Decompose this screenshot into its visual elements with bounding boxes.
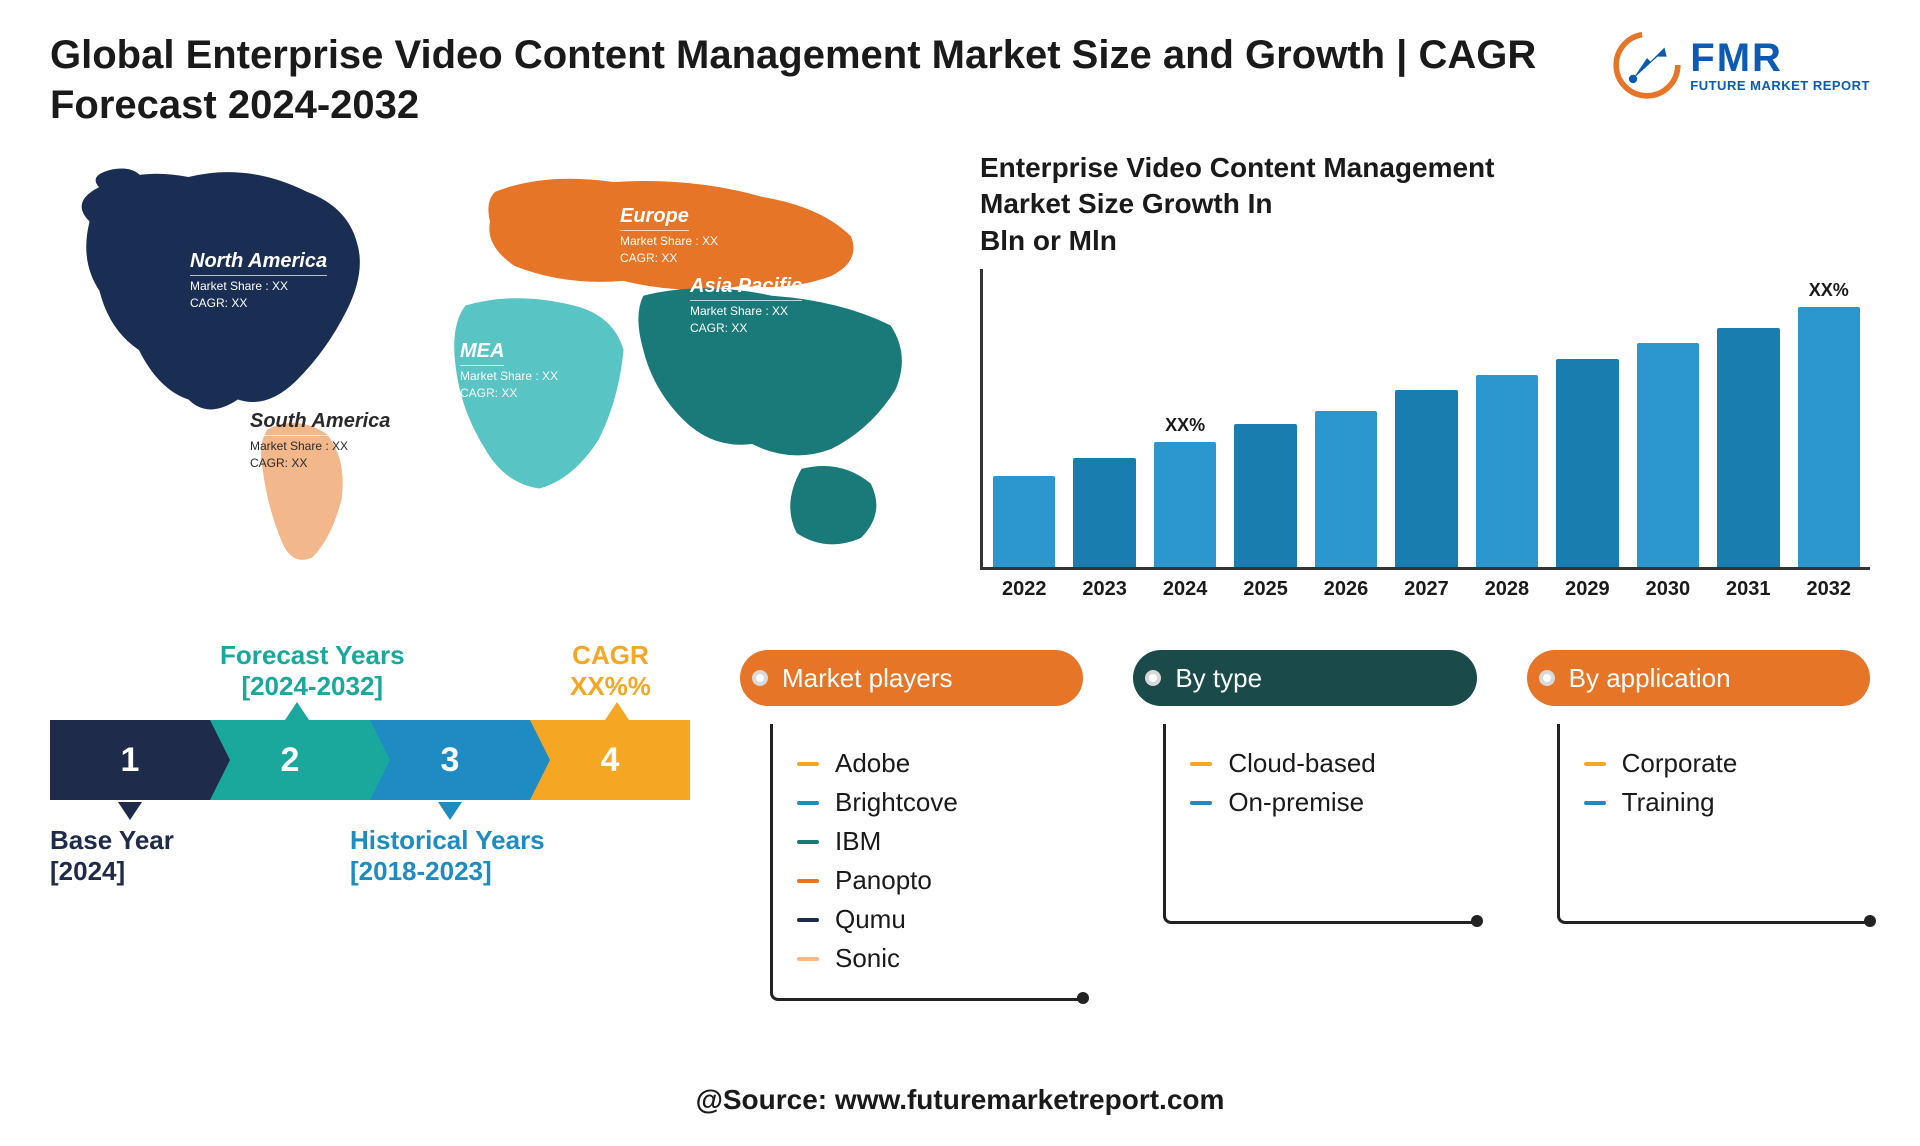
fmr-logo: FMR FUTURE MARKET REPORT xyxy=(1612,30,1870,100)
tl-hist-l1: Historical Years xyxy=(350,825,545,856)
arrow-down-icon xyxy=(438,802,462,820)
tl-cagr-l2: XX%% xyxy=(570,671,651,702)
bar-2026: 2026 xyxy=(1315,411,1377,567)
timeline-seg-3: 3 xyxy=(370,720,530,800)
region-label-mea: MEAMarket Share : XXCAGR: XX xyxy=(460,340,558,402)
cat-item: On-premise xyxy=(1190,787,1464,818)
timeline-seg-1: 1 xyxy=(50,720,210,800)
timeline: Forecast Years [2024-2032] CAGR XX%% 1 2… xyxy=(50,650,690,800)
bar-2027: 2027 xyxy=(1395,390,1457,567)
chart-title-line1: Enterprise Video Content Management xyxy=(980,152,1494,183)
category-list: Corporate Training xyxy=(1557,724,1870,924)
timeline-label-base: Base Year [2024] xyxy=(50,825,174,887)
cat-item: IBM xyxy=(797,826,1071,857)
cat-item: Adobe xyxy=(797,748,1071,779)
timeline-seg-2: 2 xyxy=(210,720,370,800)
bar-2029: 2029 xyxy=(1556,359,1618,567)
timeline-seg-4: 4 xyxy=(530,720,690,800)
timeline-label-cagr: CAGR XX%% xyxy=(570,640,651,702)
categories-row: Market players Adobe Brightcove IBM Panopto… xyxy=(740,650,1870,1001)
bars-area: 2022 2023 2024XX% 2025 2026 2027 2028 2029 2030 2… xyxy=(980,269,1870,570)
chart-title-line3: Bln or Mln xyxy=(980,225,1117,256)
cat-item: Training xyxy=(1584,787,1858,818)
timeline-row: 1 2 3 4 xyxy=(50,720,690,800)
cat-item: Cloud-based xyxy=(1190,748,1464,779)
arrow-up-icon xyxy=(285,702,309,720)
bar-label-2032: XX% xyxy=(1809,280,1849,301)
source-attribution: @Source: www.futuremarketreport.com xyxy=(0,1084,1920,1116)
chart-title: Enterprise Video Content Management Mark… xyxy=(980,150,1870,259)
bar-2031: 2031 xyxy=(1717,328,1779,567)
region-label-south-america: South AmericaMarket Share : XXCAGR: XX xyxy=(250,410,390,472)
arrow-up-icon xyxy=(605,702,629,720)
category-pill: By type xyxy=(1133,650,1476,706)
tl-forecast-l1: Forecast Years xyxy=(220,640,405,671)
category-by-type: By type Cloud-based On-premise xyxy=(1133,650,1476,1001)
dot-icon xyxy=(1145,670,1161,686)
region-label-north-america: North AmericaMarket Share : XXCAGR: XX xyxy=(190,250,327,312)
cat-item: Corporate xyxy=(1584,748,1858,779)
category-market-players: Market players Adobe Brightcove IBM Panopto… xyxy=(740,650,1083,1001)
bar-chart: Enterprise Video Content Management Mark… xyxy=(980,150,1870,570)
region-label-asia-pacific: Asia PacificMarket Share : XXCAGR: XX xyxy=(690,275,802,337)
bar-2023: 2023 xyxy=(1073,458,1135,567)
category-list: Adobe Brightcove IBM Panopto Qumu Sonic xyxy=(770,724,1083,1001)
timeline-label-forecast: Forecast Years [2024-2032] xyxy=(220,640,405,702)
bar-2030: 2030 xyxy=(1637,343,1699,567)
category-pill: Market players xyxy=(740,650,1083,706)
bar-2024: 2024XX% xyxy=(1154,442,1216,567)
dot-icon xyxy=(1539,670,1555,686)
page-title: Global Enterprise Video Content Manageme… xyxy=(50,30,1550,130)
tl-base-l2: [2024] xyxy=(50,856,174,887)
logo-text-main: FMR xyxy=(1690,38,1870,78)
cat-item: Sonic xyxy=(797,943,1071,974)
cat-item: Brightcove xyxy=(797,787,1071,818)
cat-item: Qumu xyxy=(797,904,1071,935)
bar-2025: 2025 xyxy=(1234,424,1296,567)
bar-2028: 2028 xyxy=(1476,375,1538,567)
bar-label-2024: XX% xyxy=(1165,415,1205,436)
timeline-label-historical: Historical Years [2018-2023] xyxy=(350,825,545,887)
dot-icon xyxy=(752,670,768,686)
tl-forecast-l2: [2024-2032] xyxy=(220,671,405,702)
tl-base-l1: Base Year xyxy=(50,825,174,856)
category-title: Market players xyxy=(782,663,953,694)
category-list: Cloud-based On-premise xyxy=(1163,724,1476,924)
fmr-logo-icon xyxy=(1612,30,1682,100)
tl-cagr-l1: CAGR xyxy=(570,640,651,671)
category-title: By application xyxy=(1569,663,1731,694)
bar-2022: 2022 xyxy=(993,476,1055,567)
category-pill: By application xyxy=(1527,650,1870,706)
chart-title-line2: Market Size Growth In xyxy=(980,188,1273,219)
category-by-application: By application Corporate Training xyxy=(1527,650,1870,1001)
tl-hist-l2: [2018-2023] xyxy=(350,856,545,887)
region-label-europe: EuropeMarket Share : XXCAGR: XX xyxy=(620,205,718,267)
lower-section: Forecast Years [2024-2032] CAGR XX%% 1 2… xyxy=(50,650,1870,1001)
cat-item: Panopto xyxy=(797,865,1071,896)
header: Global Enterprise Video Content Manageme… xyxy=(50,30,1870,130)
bar-2032: 2032XX% xyxy=(1798,307,1860,567)
arrow-down-icon xyxy=(118,802,142,820)
world-map: North AmericaMarket Share : XXCAGR: XX So… xyxy=(50,150,940,570)
category-title: By type xyxy=(1175,663,1262,694)
logo-text-sub: FUTURE MARKET REPORT xyxy=(1690,78,1870,93)
upper-section: North AmericaMarket Share : XXCAGR: XX So… xyxy=(50,150,1870,570)
